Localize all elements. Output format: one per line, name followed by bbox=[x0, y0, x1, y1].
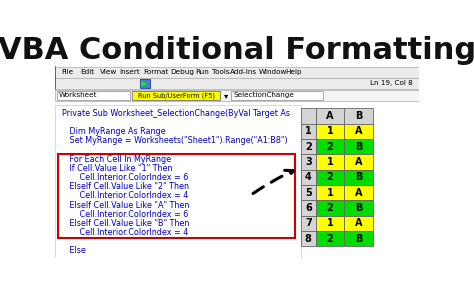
Text: Cell.Interior.ColorIndex = 6: Cell.Interior.ColorIndex = 6 bbox=[62, 173, 188, 182]
Text: B: B bbox=[355, 234, 362, 244]
Text: ▾: ▾ bbox=[224, 91, 228, 100]
Bar bbox=[316, 200, 344, 216]
Text: A: A bbox=[355, 157, 362, 167]
Bar bbox=[132, 91, 220, 100]
Bar bbox=[301, 108, 316, 124]
Bar bbox=[344, 124, 373, 139]
Text: Cell.Interior.ColorIndex = 6: Cell.Interior.ColorIndex = 6 bbox=[62, 210, 188, 219]
Text: Run Sub/UserForm (F5): Run Sub/UserForm (F5) bbox=[137, 92, 215, 99]
Bar bbox=[55, 67, 419, 78]
Text: File: File bbox=[62, 69, 73, 75]
Text: Worksheet: Worksheet bbox=[59, 93, 98, 98]
Text: 5: 5 bbox=[305, 188, 311, 198]
Text: Window: Window bbox=[258, 69, 287, 75]
Bar bbox=[301, 200, 316, 216]
Text: A: A bbox=[327, 111, 334, 121]
Bar bbox=[316, 170, 344, 185]
Text: Dim MyRange As Range: Dim MyRange As Range bbox=[62, 127, 165, 136]
Bar bbox=[344, 139, 373, 154]
Bar bbox=[344, 216, 373, 231]
Text: Add-Ins: Add-Ins bbox=[230, 69, 257, 75]
Text: Run: Run bbox=[196, 69, 210, 75]
Text: Private Sub Worksheet_SelectionChange(ByVal Target As: Private Sub Worksheet_SelectionChange(By… bbox=[62, 109, 290, 118]
Text: SelectionChange: SelectionChange bbox=[233, 93, 294, 98]
Bar bbox=[301, 231, 316, 246]
Bar bbox=[301, 154, 316, 170]
Bar bbox=[301, 139, 316, 154]
Text: Tools: Tools bbox=[212, 69, 230, 75]
Bar bbox=[344, 200, 373, 216]
Text: Cell.Interior.ColorIndex = 4: Cell.Interior.ColorIndex = 4 bbox=[62, 191, 188, 200]
Text: Help: Help bbox=[285, 69, 302, 75]
Text: Else: Else bbox=[62, 246, 85, 256]
Bar bbox=[58, 154, 295, 238]
Bar bbox=[344, 154, 373, 170]
Text: 7: 7 bbox=[305, 218, 311, 228]
Bar bbox=[55, 78, 419, 88]
Text: ElseIf Cell.Value Like "A" Then: ElseIf Cell.Value Like "A" Then bbox=[62, 201, 189, 209]
Bar bbox=[344, 170, 373, 185]
Text: 2: 2 bbox=[327, 203, 334, 213]
Bar bbox=[55, 105, 301, 258]
Text: Cell.Interior.ColorIndex = 4: Cell.Interior.ColorIndex = 4 bbox=[62, 228, 188, 237]
Bar bbox=[301, 170, 316, 185]
Text: 8: 8 bbox=[305, 234, 312, 244]
Bar bbox=[316, 231, 344, 246]
Bar bbox=[55, 90, 419, 101]
Text: Set MyRange = Worksheets("Sheet1").Range("A1:B8"): Set MyRange = Worksheets("Sheet1").Range… bbox=[62, 136, 287, 145]
Text: B: B bbox=[355, 111, 362, 121]
Text: Insert: Insert bbox=[119, 69, 140, 75]
Text: A: A bbox=[355, 218, 362, 228]
Text: 1: 1 bbox=[327, 218, 334, 228]
Text: 6: 6 bbox=[305, 203, 311, 213]
Text: 3: 3 bbox=[305, 157, 311, 167]
Text: ElseIf Cell.Value Like "2" Then: ElseIf Cell.Value Like "2" Then bbox=[62, 182, 189, 191]
Text: Edit: Edit bbox=[81, 69, 95, 75]
Bar bbox=[344, 231, 373, 246]
Text: 1: 1 bbox=[327, 126, 334, 136]
Text: 2: 2 bbox=[327, 172, 334, 182]
Bar bbox=[344, 108, 373, 124]
Text: If Cell.Value Like "1" Then: If Cell.Value Like "1" Then bbox=[62, 164, 172, 173]
Bar bbox=[301, 216, 316, 231]
Text: Ln 19, Col 8: Ln 19, Col 8 bbox=[370, 80, 412, 86]
Text: B: B bbox=[355, 142, 362, 152]
Text: ElseIf Cell.Value Like "B" Then: ElseIf Cell.Value Like "B" Then bbox=[62, 219, 189, 228]
Text: B: B bbox=[355, 203, 362, 213]
Text: 1: 1 bbox=[327, 157, 334, 167]
Text: Format: Format bbox=[144, 69, 169, 75]
Text: A: A bbox=[355, 188, 362, 198]
Text: 2: 2 bbox=[305, 142, 311, 152]
Bar bbox=[316, 108, 344, 124]
Text: 1: 1 bbox=[327, 188, 334, 198]
Bar bbox=[316, 216, 344, 231]
Bar bbox=[301, 124, 316, 139]
Bar bbox=[316, 124, 344, 139]
Text: For Each Cell In MyRange: For Each Cell In MyRange bbox=[62, 154, 171, 164]
Bar bbox=[316, 154, 344, 170]
Bar bbox=[316, 139, 344, 154]
Text: 2: 2 bbox=[327, 234, 334, 244]
Text: ▶: ▶ bbox=[141, 79, 148, 88]
Text: B: B bbox=[355, 172, 362, 182]
Bar bbox=[301, 185, 316, 200]
Bar bbox=[344, 185, 373, 200]
Text: 4: 4 bbox=[305, 172, 311, 182]
Text: 1: 1 bbox=[305, 126, 311, 136]
Bar bbox=[140, 79, 150, 88]
Bar bbox=[231, 91, 323, 100]
Text: 2: 2 bbox=[327, 142, 334, 152]
Bar bbox=[57, 91, 130, 100]
Text: VBA Conditional Formatting: VBA Conditional Formatting bbox=[0, 36, 474, 65]
Bar bbox=[316, 185, 344, 200]
Text: Debug: Debug bbox=[170, 69, 194, 75]
Text: A: A bbox=[355, 126, 362, 136]
Text: View: View bbox=[100, 69, 117, 75]
